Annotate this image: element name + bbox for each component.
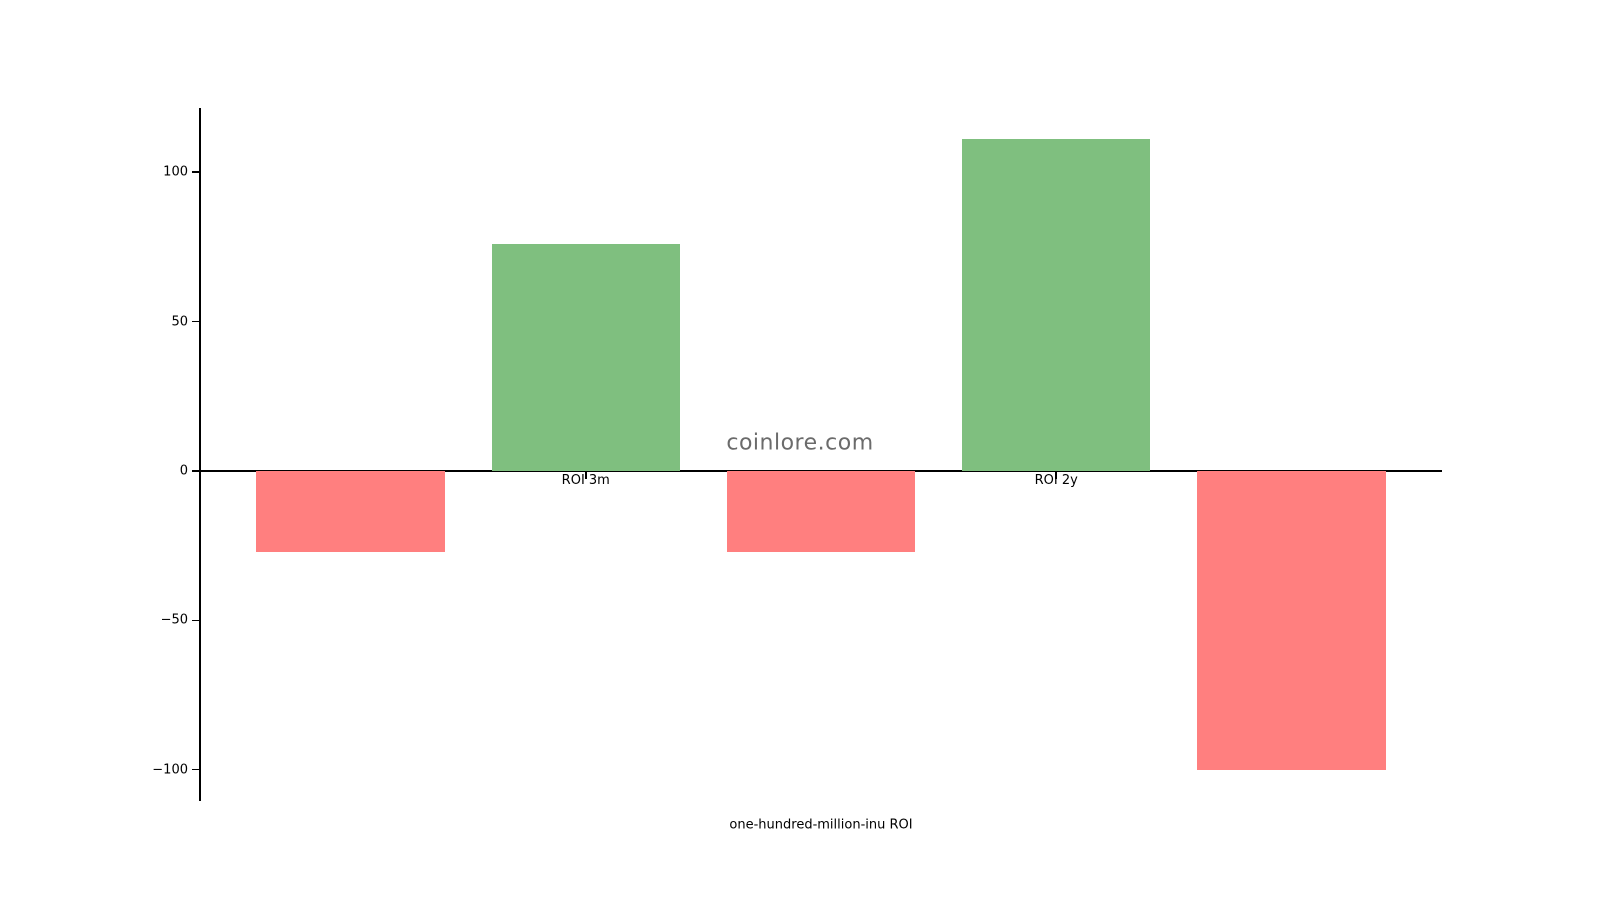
y-tick-label: 0	[179, 463, 188, 479]
bar-2	[726, 470, 916, 552]
y-axis-spine	[199, 108, 201, 801]
y-tick-label: 50	[171, 314, 188, 330]
bar-3-roi-2y	[962, 139, 1151, 471]
x-tick-mark	[1055, 470, 1057, 479]
y-tick-mark	[192, 320, 200, 323]
y-tick-label: −100	[152, 762, 188, 778]
bar-1-roi-3m	[491, 243, 680, 471]
x-tick-label: ROI 3m	[561, 472, 610, 488]
y-tick-mark	[192, 768, 200, 771]
y-tick-mark	[192, 619, 200, 622]
x-tick-mark	[585, 470, 587, 479]
bar-4	[1197, 470, 1386, 770]
y-tick-label: 100	[163, 164, 188, 180]
y-tick-label: −50	[160, 612, 188, 628]
chart-xlabel: one-hundred-million-inu ROI	[729, 817, 913, 833]
bar-0	[256, 470, 445, 552]
x-tick-label: ROI 2y	[1034, 472, 1078, 488]
y-tick-mark	[192, 171, 200, 173]
watermark-text: coinlore.com	[726, 430, 874, 456]
y-tick-mark	[192, 470, 200, 472]
